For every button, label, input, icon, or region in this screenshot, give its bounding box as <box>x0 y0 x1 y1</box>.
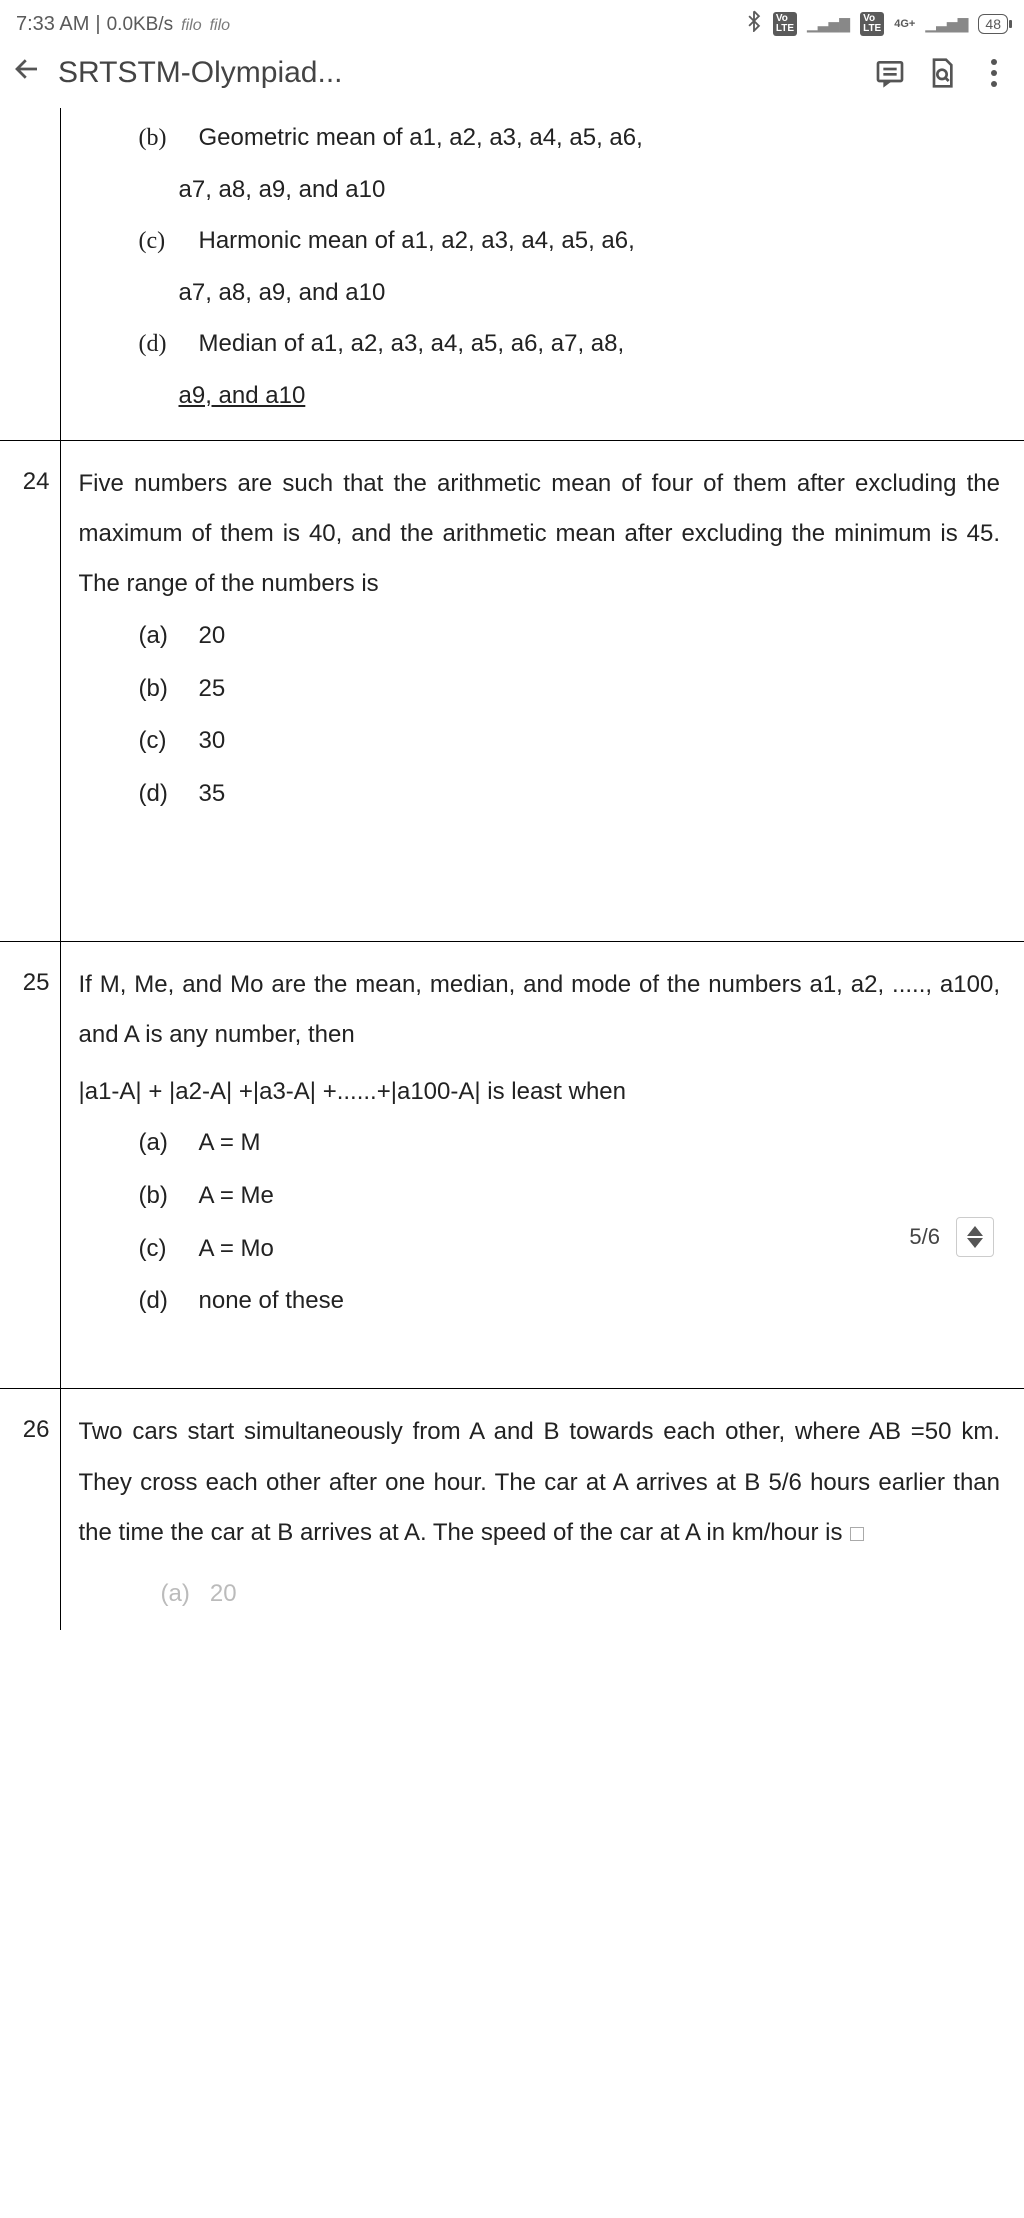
option-text: A = Mo <box>199 1223 1001 1276</box>
option-text: 30 <box>199 715 1001 768</box>
option-text: 20 <box>199 610 1001 663</box>
option-continuation: a9, and a10 <box>79 371 1001 421</box>
question-text: Five numbers are such that the arithmeti… <box>79 459 1001 610</box>
option-text: none of these <box>199 1275 1001 1328</box>
table-row: 25 If M, Me, and Mo are the mean, median… <box>0 941 1024 1388</box>
comment-icon[interactable] <box>872 55 908 91</box>
option-label: (b) <box>139 112 179 165</box>
option-continuation: a7, a8, a9, and a10 <box>79 165 1001 215</box>
questions-table: (b) Geometric mean of a1, a2, a3, a4, a5… <box>0 108 1024 1630</box>
question-text: If M, Me, and Mo are the mean, median, a… <box>79 960 1001 1061</box>
question-number: 25 <box>0 941 60 1388</box>
status-data-rate: 0.0KB/s <box>107 14 174 36</box>
table-row: 26 Two cars start simultaneously from A … <box>0 1389 1024 1631</box>
page-down-icon[interactable] <box>967 1238 983 1248</box>
option-continuation: a7, a8, a9, and a10 <box>79 268 1001 318</box>
question-content-cell: Five numbers are such that the arithmeti… <box>60 440 1024 941</box>
question-number-cell <box>0 108 60 440</box>
question-number: 24 <box>0 440 60 941</box>
question-text: |a1-A| + |a2-A| +|a3-A| +......+|a100-A|… <box>79 1067 1001 1117</box>
option-label: (a) <box>139 610 179 663</box>
option-text: Harmonic mean of a1, a2, a3, a4, a5, a6, <box>199 215 1001 268</box>
status-right: VoLTE ▁▃▅▇ VoLTE 4G+ ▁▃▅▇ 48 <box>745 10 1008 38</box>
app-title: SRTSTM-Olympiad... <box>58 56 856 90</box>
option-label: (c) <box>139 715 179 768</box>
volte-badge-2: VoLTE <box>860 12 884 36</box>
text-cursor-icon <box>850 1527 864 1541</box>
option-label: (d) <box>139 1275 179 1328</box>
find-in-page-icon[interactable] <box>924 55 960 91</box>
option-label: (a) <box>139 1117 179 1170</box>
status-left: 7:33 AM | 0.0KB/s filo filo <box>16 13 230 36</box>
bluetooth-icon <box>745 10 763 38</box>
option-text: 25 <box>199 663 1001 716</box>
question-content-cell: Two cars start simultaneously from A and… <box>60 1389 1024 1631</box>
table-row: 24 Five numbers are such that the arithm… <box>0 440 1024 941</box>
status-separator: | <box>95 13 100 36</box>
status-bar: 7:33 AM | 0.0KB/s filo filo VoLTE ▁▃▅▇ V… <box>0 0 1024 44</box>
option-label: (d) <box>139 318 179 371</box>
back-button[interactable] <box>12 54 42 92</box>
volte-badge-1: VoLTE <box>773 12 797 36</box>
option-label: (b) <box>139 663 179 716</box>
page-number: 5/6 <box>909 1216 940 1258</box>
question-number: 26 <box>0 1389 60 1631</box>
option-label: (c) <box>139 215 179 268</box>
document-content[interactable]: (b) Geometric mean of a1, a2, a3, a4, a5… <box>0 108 1024 1630</box>
signal-bars-1: ▁▃▅▇ <box>807 16 850 33</box>
app-bar: SRTSTM-Olympiad... <box>0 44 1024 108</box>
more-options-button[interactable] <box>976 55 1012 91</box>
page-up-icon[interactable] <box>967 1226 983 1236</box>
option-text: A = M <box>199 1117 1001 1170</box>
partial-option: (a) 20 <box>79 1576 1001 1612</box>
signal-bars-2: ▁▃▅▇ <box>925 16 968 33</box>
battery-indicator: 48 <box>978 14 1008 34</box>
status-filo-1: filo <box>181 17 201 35</box>
option-text: A = Me <box>199 1170 1001 1223</box>
table-row: (b) Geometric mean of a1, a2, a3, a4, a5… <box>0 108 1024 440</box>
page-indicator: 5/6 <box>909 1216 994 1258</box>
question-content-cell: If M, Me, and Mo are the mean, median, a… <box>60 941 1024 1388</box>
page-stepper[interactable] <box>956 1217 994 1257</box>
option-text: 35 <box>199 768 1001 821</box>
option-label: (c) <box>139 1223 179 1276</box>
option-label: (b) <box>139 1170 179 1223</box>
option-text: Geometric mean of a1, a2, a3, a4, a5, a6… <box>199 112 1001 165</box>
status-time: 7:33 AM <box>16 13 89 36</box>
status-filo-2: filo <box>210 17 230 35</box>
option-label: (d) <box>139 768 179 821</box>
option-text: Median of a1, a2, a3, a4, a5, a6, a7, a8… <box>199 318 1001 371</box>
question-content-cell: (b) Geometric mean of a1, a2, a3, a4, a5… <box>60 108 1024 440</box>
network-4g: 4G+ <box>894 18 915 30</box>
question-text: Two cars start simultaneously from A and… <box>79 1407 1001 1558</box>
